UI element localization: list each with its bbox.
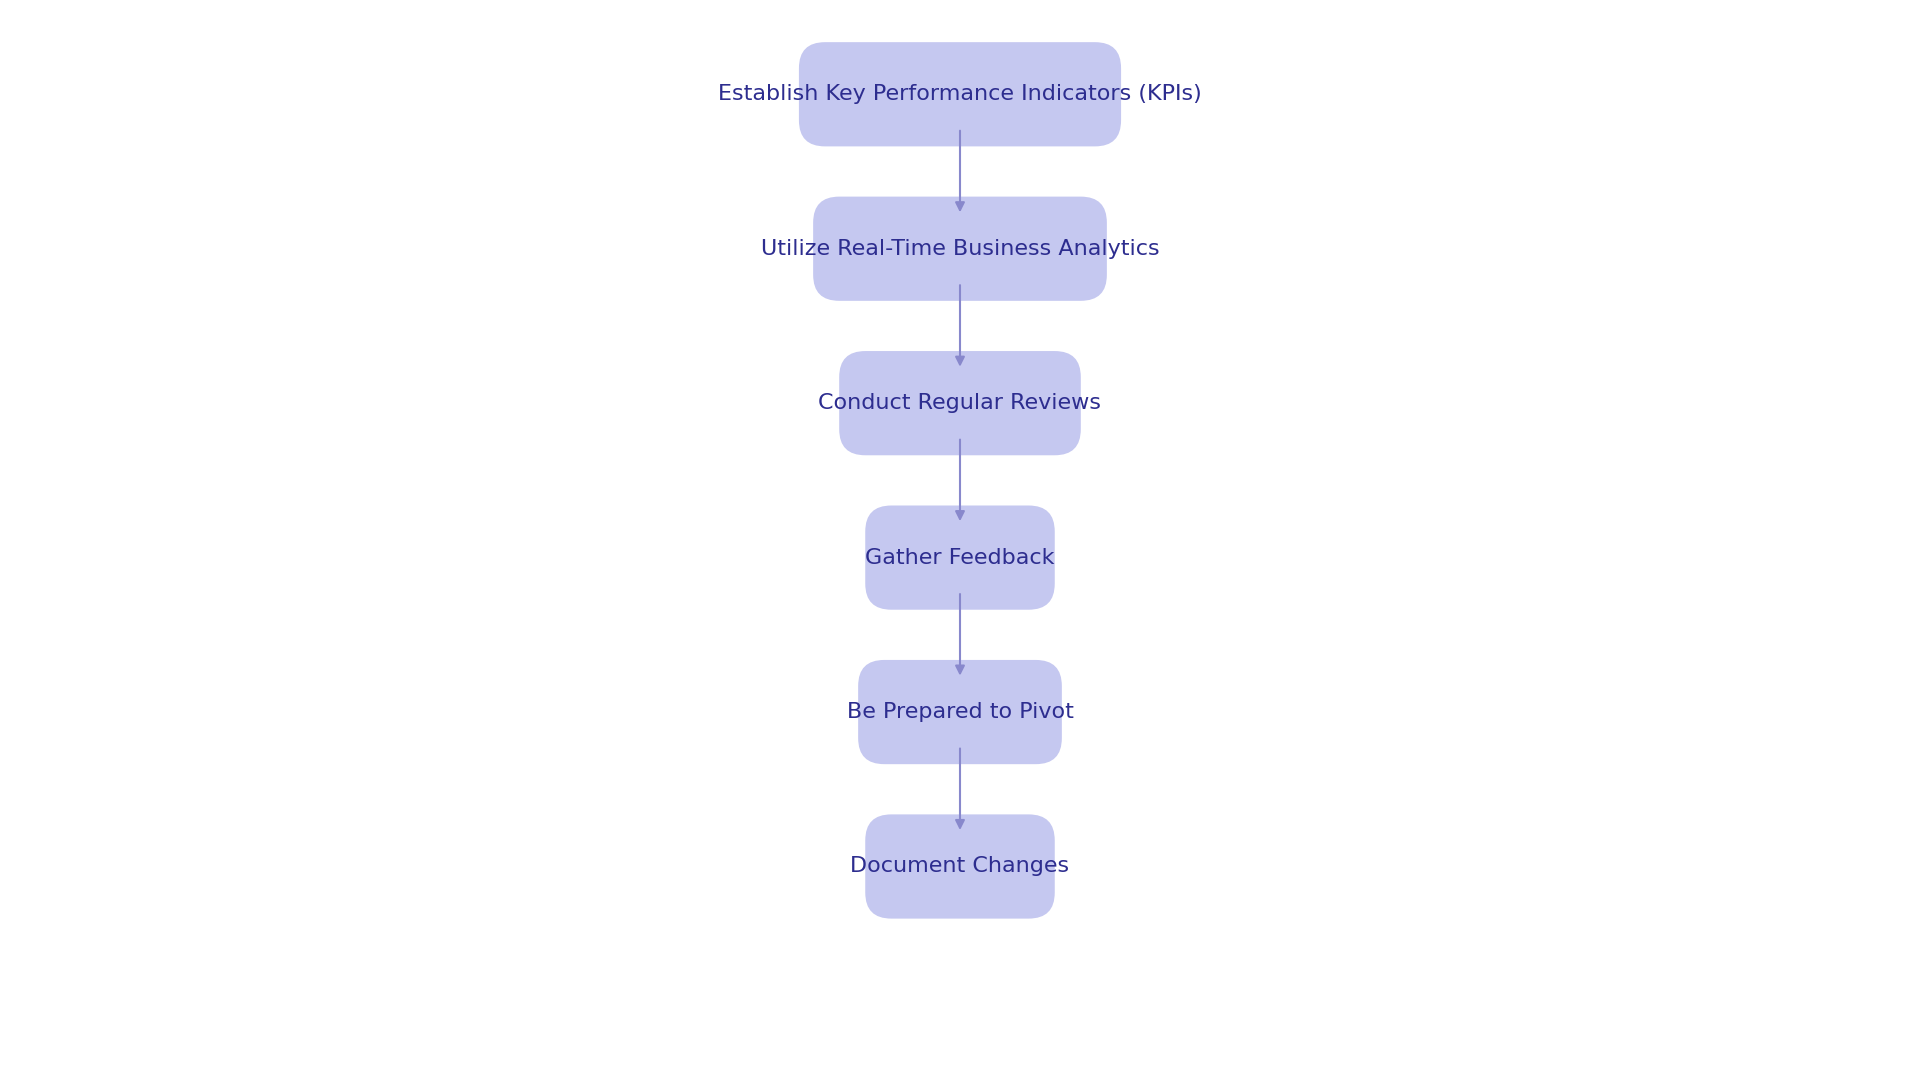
Text: Conduct Regular Reviews: Conduct Regular Reviews — [818, 393, 1102, 413]
Text: Utilize Real-Time Business Analytics: Utilize Real-Time Business Analytics — [760, 238, 1160, 259]
FancyBboxPatch shape — [799, 42, 1121, 146]
FancyBboxPatch shape — [866, 506, 1054, 610]
FancyBboxPatch shape — [858, 660, 1062, 765]
FancyBboxPatch shape — [839, 351, 1081, 455]
FancyBboxPatch shape — [814, 197, 1106, 301]
Text: Document Changes: Document Changes — [851, 857, 1069, 876]
Text: Gather Feedback: Gather Feedback — [866, 548, 1054, 567]
Text: Be Prepared to Pivot: Be Prepared to Pivot — [847, 702, 1073, 722]
FancyBboxPatch shape — [866, 814, 1054, 918]
Text: Establish Key Performance Indicators (KPIs): Establish Key Performance Indicators (KP… — [718, 84, 1202, 104]
